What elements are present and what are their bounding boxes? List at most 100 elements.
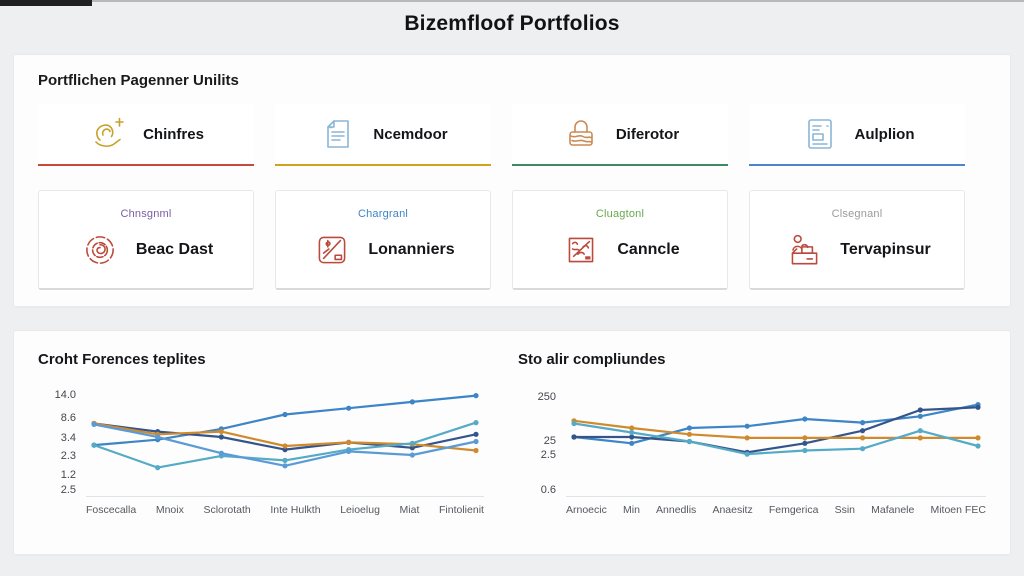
- data-point-marker: [686, 431, 693, 437]
- chart-right: Sto alir compliundes 250 25 2.5 0.6 Arnoeci…: [518, 351, 986, 516]
- x-tick-label: Foscecalla: [86, 504, 137, 516]
- data-point-marker: [859, 420, 866, 426]
- x-tick-label: Ssin: [834, 504, 856, 516]
- cards-section-heading: Portflichen Pagenner Unilits: [38, 72, 239, 89]
- data-point-marker: [409, 445, 415, 451]
- data-point-marker: [859, 446, 866, 452]
- series-line-series-1: [572, 403, 980, 445]
- card-ncemdoor[interactable]: Ncemdoor: [275, 104, 491, 166]
- x-tick-label: Anaesitz: [712, 504, 753, 516]
- y-axis-labels: 250 25 2.5 0.6: [518, 384, 566, 496]
- data-point-marker: [629, 425, 635, 431]
- data-point-marker: [859, 435, 866, 441]
- card-diferotor[interactable]: Diferotor: [512, 104, 728, 166]
- chart-canvas: [91, 393, 479, 471]
- card-label: Ncemdoor: [373, 125, 448, 143]
- summary-cards-panel: Portflichen Pagenner Unilits Chinfres: [14, 55, 1010, 306]
- chart-canvas: [571, 402, 981, 457]
- card-aulplion[interactable]: Aulplion: [749, 104, 965, 166]
- data-point-marker: [917, 413, 923, 419]
- y-tick-label: 3.4: [60, 431, 76, 444]
- data-point-marker: [473, 447, 479, 454]
- y-tick-label: 250: [537, 391, 556, 404]
- card-chinfres[interactable]: Chinfres: [38, 104, 254, 166]
- y-tick-label: 2.3: [60, 449, 76, 462]
- x-tick-label: Mitoen FEC: [930, 504, 986, 516]
- desk-person-icon: [783, 229, 825, 271]
- data-point-marker: [473, 438, 479, 445]
- x-tick-label: Fintolienit: [439, 504, 484, 516]
- invoice-icon: [800, 114, 840, 154]
- x-tick-label: Mafanele: [871, 504, 915, 516]
- data-point-marker: [91, 442, 97, 448]
- data-point-marker: [686, 438, 693, 445]
- data-point-marker: [282, 447, 288, 453]
- data-point-marker: [346, 439, 352, 445]
- data-point-marker: [409, 399, 415, 405]
- series-line-series-4: [572, 422, 980, 456]
- data-point-marker: [218, 450, 224, 456]
- y-tick-label: 2.5: [60, 484, 76, 497]
- series-line-series-1: [92, 394, 478, 447]
- data-point-marker: [473, 393, 479, 399]
- data-point-marker: [917, 407, 923, 413]
- card-caption: Chnsgnml: [120, 208, 172, 220]
- line-plot: [86, 384, 484, 497]
- data-point-marker: [346, 405, 352, 411]
- x-tick-label: Mnoix: [155, 504, 184, 516]
- data-point-marker: [802, 440, 808, 446]
- card-lonanniers[interactable]: Chargranl Lonanniers: [275, 190, 491, 290]
- data-point-marker: [155, 434, 161, 440]
- line-plot: [566, 384, 986, 497]
- top-corner-mark: [0, 0, 92, 6]
- data-point-marker: [975, 435, 981, 441]
- y-tick-label: 2.5: [540, 448, 556, 461]
- card-caption: Cluagtonl: [595, 208, 645, 220]
- card-label: Lonanniers: [368, 241, 455, 258]
- page-title: Bizemfloof Portfolios: [404, 12, 620, 35]
- data-point-marker: [744, 451, 750, 457]
- stamp-icon: [560, 229, 602, 271]
- data-point-marker: [346, 448, 352, 454]
- y-tick-label: 14.0: [54, 389, 76, 402]
- y-axis-labels: 14.0 8.6 3.4 2.3 1.2 2.5: [38, 384, 86, 496]
- data-point-marker: [744, 423, 750, 429]
- data-point-marker: [473, 420, 479, 426]
- seal-icon: [79, 229, 121, 271]
- series-line-series-2: [572, 406, 980, 454]
- data-point-marker: [282, 443, 288, 449]
- y-tick-label: 25: [543, 435, 556, 448]
- card-tervapinsur[interactable]: Clsegnanl Tervapinsur: [749, 190, 965, 290]
- x-axis-labels: Foscecalla Mnoix Sclorotath Inte Hulkth Leio…: [86, 504, 484, 516]
- x-tick-label: Min: [622, 504, 640, 516]
- lock-icon: [561, 114, 601, 154]
- data-point-marker: [409, 440, 415, 446]
- y-tick-label: 8.6: [60, 411, 76, 424]
- data-point-marker: [744, 435, 750, 441]
- x-tick-label: Annedlis: [656, 504, 697, 516]
- cards-row-1: Chinfres Ncemdoor: [14, 104, 1010, 166]
- card-label: Aulplion: [854, 125, 915, 143]
- card-label: Chinfres: [143, 125, 204, 143]
- cards-row-2: Chnsgnml Beac Dast Chargranl: [14, 190, 1010, 290]
- card-label: Diferotor: [615, 125, 680, 143]
- top-edge-line: [0, 0, 1024, 2]
- data-point-marker: [218, 434, 224, 440]
- x-tick-label: Miat: [399, 504, 420, 516]
- card-label: Canncle: [617, 241, 680, 258]
- card-canncle[interactable]: Cluagtonl Canncle: [512, 190, 728, 290]
- header: Bizemfloof Portfolios: [0, 0, 1024, 36]
- y-tick-label: 0.6: [540, 484, 556, 497]
- data-point-marker: [629, 429, 635, 436]
- chart-title: Sto alir compliundes: [518, 351, 666, 368]
- card-beac-dast[interactable]: Chnsgnml Beac Dast: [38, 190, 254, 290]
- data-point-marker: [218, 429, 224, 435]
- chart-left: Croht Forences teplites 14.0 8.6 3.4 2.3 1.2…: [38, 351, 484, 516]
- data-point-marker: [282, 463, 288, 469]
- data-point-marker: [409, 452, 415, 458]
- data-point-marker: [571, 420, 577, 427]
- data-point-marker: [686, 425, 693, 431]
- card-label: Tervapinsur: [840, 241, 931, 258]
- x-tick-label: Arnoecic: [566, 504, 607, 516]
- chart-dollar-icon: [311, 229, 353, 271]
